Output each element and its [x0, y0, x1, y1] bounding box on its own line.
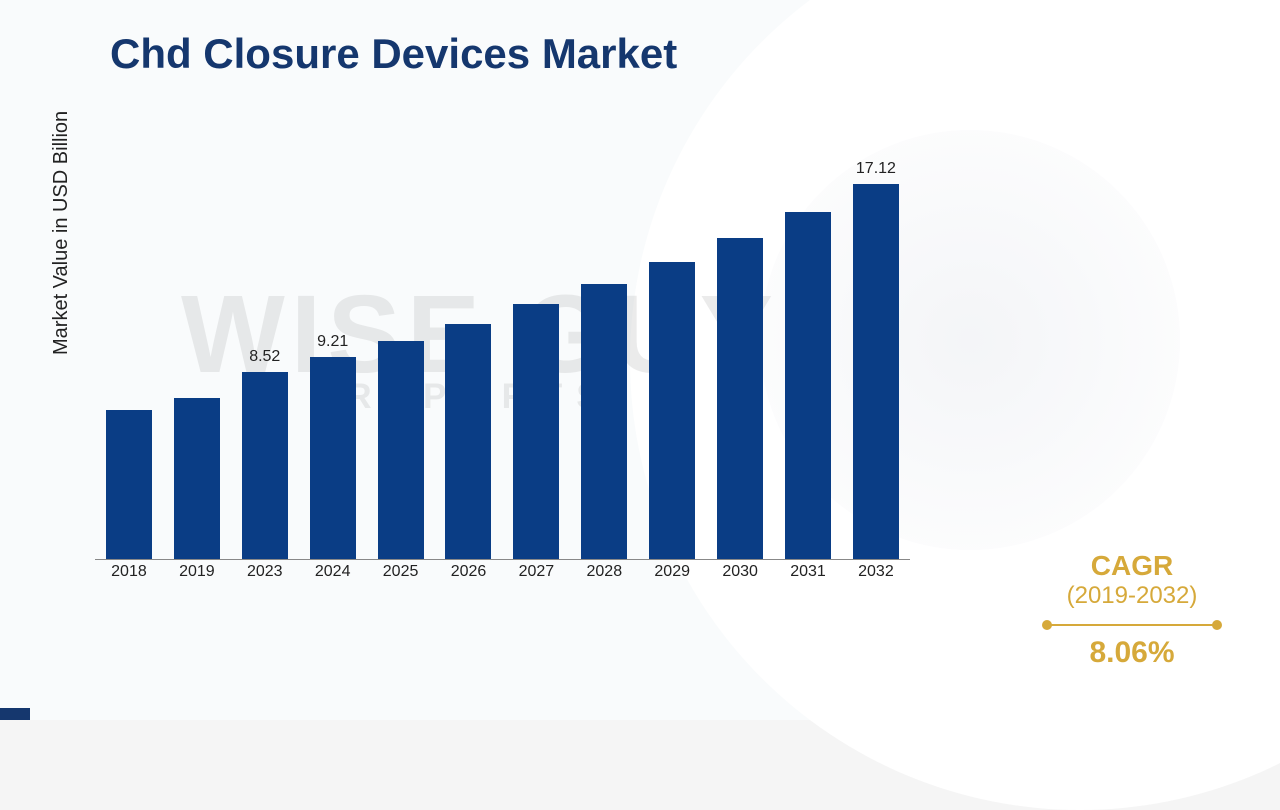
bar-2023: 8.52: [242, 348, 288, 559]
bar-2018: [106, 386, 152, 559]
cagr-period: (2019-2032): [1022, 582, 1242, 610]
bar-rect: [717, 238, 763, 559]
bar-rect: [785, 212, 831, 559]
brand-line2: REPORTS: [1072, 62, 1250, 78]
bar-2024: 9.21: [310, 333, 356, 559]
chart-title: Chd Closure Devices Market: [110, 30, 677, 78]
brand-line1: WISE GUY: [1072, 25, 1250, 64]
chart-zone: Market Value in USD Billion 8.529.2117.1…: [70, 155, 910, 605]
bar-2025: [378, 317, 424, 559]
bar-value-label: 17.12: [856, 160, 896, 180]
bar-rect: [581, 284, 627, 559]
xtick-2029: 2029: [649, 563, 695, 581]
xtick-2024: 2024: [310, 563, 356, 581]
bar-rect: [853, 184, 899, 559]
bar-rect: [513, 304, 559, 559]
bar-rect: [310, 357, 356, 559]
bar-rect: [649, 262, 695, 559]
bar-2029: [649, 238, 695, 559]
cagr-title: CAGR: [1022, 550, 1242, 582]
bar-value-label: 9.21: [317, 333, 348, 353]
footer-accent: [0, 708, 30, 720]
bars-group: 8.52 9.21 17.12: [95, 155, 910, 559]
cagr-divider: [1047, 624, 1217, 626]
bar-2030: [717, 214, 763, 559]
y-axis-label: Market Value in USD Billion: [50, 111, 73, 355]
bar-value-label: 8.52: [249, 348, 280, 368]
xtick-2018: 2018: [106, 563, 152, 581]
plot-area: 8.52 9.21 17.12: [95, 155, 910, 560]
brand-logo: WISE GUY REPORTS: [1072, 25, 1250, 78]
bar-rect: [106, 410, 152, 559]
bar-rect: [174, 398, 220, 559]
xtick-2019: 2019: [174, 563, 220, 581]
cagr-value: 8.06%: [1022, 636, 1242, 670]
xtick-2023: 2023: [242, 563, 288, 581]
bar-2031: [785, 188, 831, 559]
brand-wise: WISE: [1072, 25, 1173, 63]
x-axis-ticks: 2018 2019 2023 2024 2025 2026 2027 2028 2029 2030…: [95, 563, 910, 581]
xtick-2025: 2025: [378, 563, 424, 581]
xtick-2030: 2030: [717, 563, 763, 581]
cagr-block: CAGR (2019-2032) 8.06%: [1022, 550, 1242, 670]
bar-2026: [445, 300, 491, 559]
bar-2028: [581, 260, 627, 559]
xtick-2032: 2032: [853, 563, 899, 581]
xtick-2028: 2028: [581, 563, 627, 581]
bar-2027: [513, 280, 559, 559]
bar-2019: [174, 374, 220, 559]
xtick-2026: 2026: [445, 563, 491, 581]
bar-rect: [445, 324, 491, 559]
bar-rect: [378, 341, 424, 559]
xtick-2027: 2027: [513, 563, 559, 581]
main-area: Chd Closure Devices Market WISE GUY REPO…: [0, 0, 1280, 720]
bar-rect: [242, 372, 288, 559]
xtick-2031: 2031: [785, 563, 831, 581]
bar-2032: 17.12: [853, 160, 899, 559]
brand-guy: GUY: [1173, 25, 1250, 63]
chart-container: WISE GUY REPORTS Chd Closure Devices Mar…: [0, 0, 1280, 720]
